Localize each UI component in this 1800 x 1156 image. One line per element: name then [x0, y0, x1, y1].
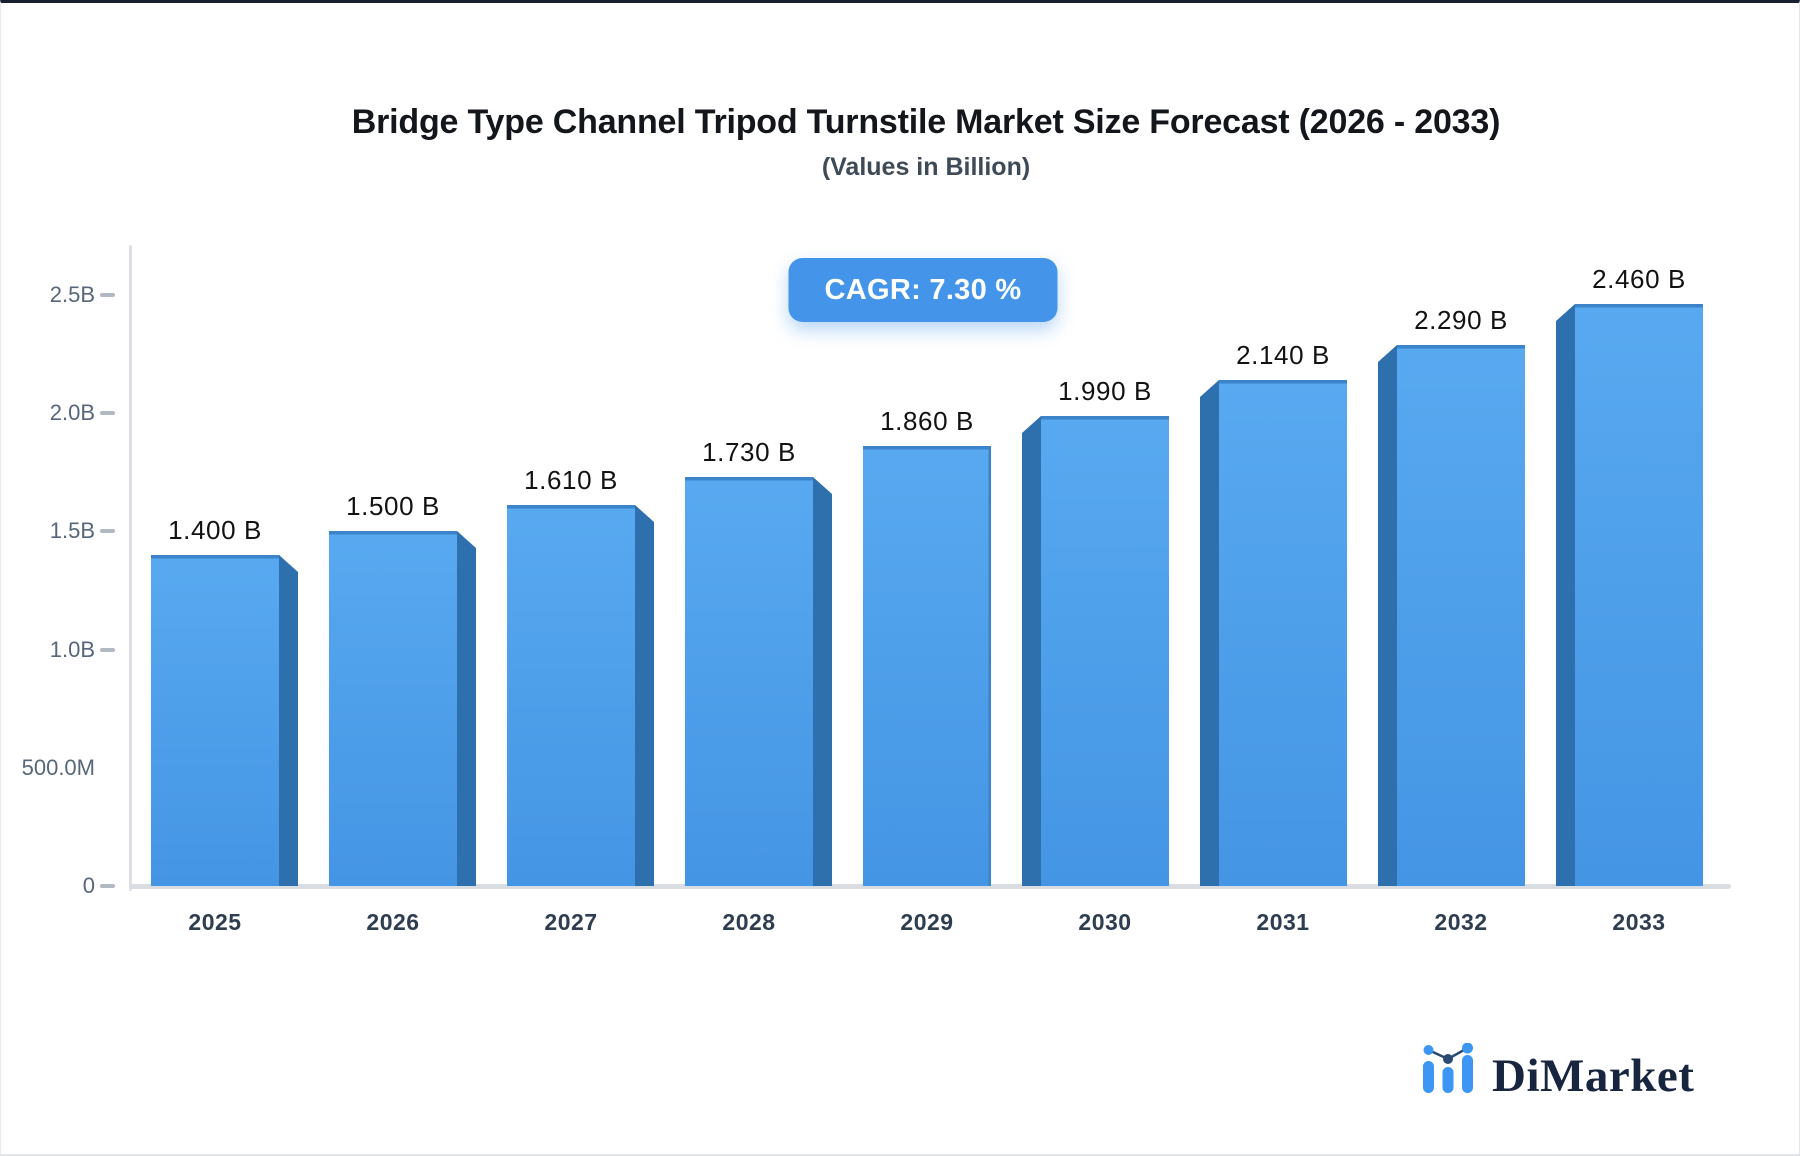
bar-2032[interactable]: [1378, 345, 1525, 886]
bar-value-label-2029: 1.860 B: [880, 406, 974, 436]
bar-2031[interactable]: [1200, 380, 1347, 886]
bar-value-label-2031: 2.140 B: [1236, 340, 1330, 370]
bar-2029[interactable]: [863, 446, 991, 886]
y-axis-label-0: 0: [82, 873, 95, 898]
x-axis-label-2030: 2030: [1078, 909, 1132, 935]
x-axis-label-2029: 2029: [900, 909, 954, 935]
bar-value-label-2028: 1.730 B: [702, 437, 796, 467]
y-axis-label-2.5B: 2.5B: [49, 282, 95, 307]
bar-value-label-2027: 1.610 B: [524, 465, 618, 495]
cagr-badge: CAGR: 7.30 %: [788, 258, 1058, 322]
y-axis-line: [129, 245, 132, 891]
y-axis-label-2.0B: 2.0B: [49, 400, 95, 426]
bar-chart-logo-icon: [1421, 1042, 1479, 1100]
bar-2033[interactable]: [1556, 304, 1703, 886]
bar-value-label-2032: 2.290 B: [1414, 305, 1508, 335]
bar-2028[interactable]: [685, 477, 832, 886]
y-axis-tick: [100, 411, 115, 416]
chart-title: Bridge Type Channel Tripod Turnstile Mar…: [351, 103, 1501, 141]
bar-value-label-2033: 2.460 B: [1592, 264, 1686, 294]
y-axis-tick: [100, 647, 115, 652]
x-axis-label-2032: 2032: [1434, 909, 1488, 935]
y-axis-label-1.0B: 1.0B: [49, 636, 95, 662]
y-axis-tick: [100, 293, 115, 297]
y-axis-label-500.0M: 500.0M: [21, 754, 95, 780]
bar-2030[interactable]: [1022, 416, 1169, 886]
x-axis-line: [129, 884, 1731, 889]
y-axis-tick: [100, 884, 115, 888]
bar-2027[interactable]: [507, 505, 654, 886]
x-axis-label-2026: 2026: [366, 909, 420, 935]
chart-subtitle: (Values in Billion): [821, 153, 1031, 181]
y-axis-tick: [100, 529, 115, 534]
x-axis-label-2027: 2027: [544, 909, 598, 935]
bar-2026[interactable]: [329, 531, 476, 886]
y-axis-label-1.5B: 1.5B: [49, 518, 95, 544]
bar-2025[interactable]: [151, 555, 298, 886]
bar-value-label-2030: 1.990 B: [1058, 376, 1152, 406]
cagr-badge-label: CAGR: 7.30 %: [824, 273, 1022, 306]
bar-value-label-2025: 1.400 B: [168, 515, 262, 545]
x-axis-label-2031: 2031: [1256, 909, 1310, 935]
logo-wordmark: DiMarket: [1492, 1050, 1695, 1102]
x-axis-label-2025: 2025: [188, 909, 242, 935]
x-axis-label-2028: 2028: [722, 909, 776, 935]
x-axis-label-2033: 2033: [1612, 909, 1666, 935]
dimarket-logo: DiMarket: [1421, 1042, 1695, 1102]
bar-value-label-2026: 1.500 B: [346, 491, 440, 521]
